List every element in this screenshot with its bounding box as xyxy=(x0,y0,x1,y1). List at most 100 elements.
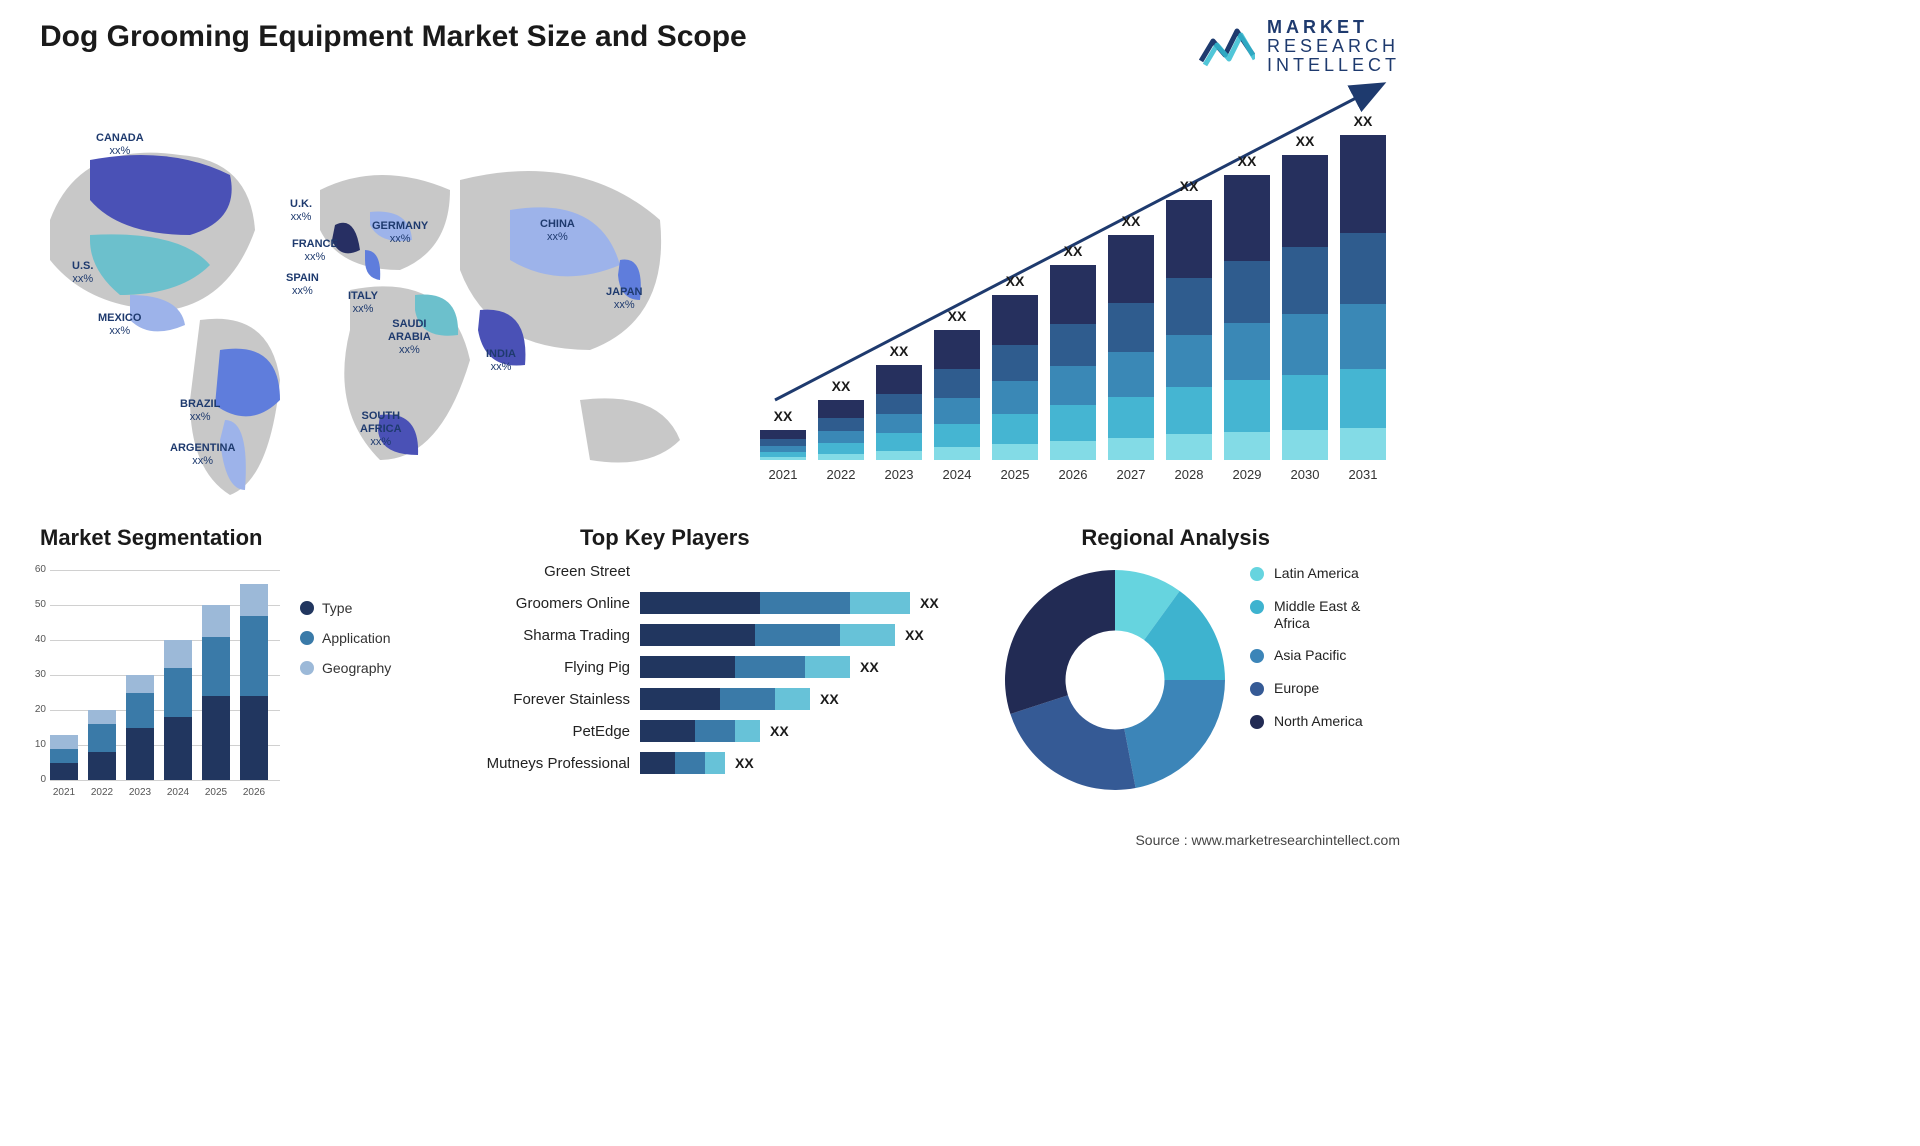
growth-value-marker: XX xyxy=(934,308,980,324)
seg-legend-item: Geography xyxy=(300,660,391,676)
segmentation-title: Market Segmentation xyxy=(40,525,263,551)
player-value: XX xyxy=(860,659,879,675)
player-row: Mutneys ProfessionalXX xyxy=(470,747,980,779)
map-label-u-s-: U.S.xx% xyxy=(72,260,93,286)
regional-title: Regional Analysis xyxy=(1081,525,1270,551)
map-label-india: INDIAxx% xyxy=(486,348,516,374)
growth-xlabel: 2024 xyxy=(934,467,980,482)
growth-value-marker: XX xyxy=(1340,113,1386,129)
player-bar xyxy=(640,752,725,774)
seg-ylabel: 50 xyxy=(26,599,46,610)
growth-value-marker: XX xyxy=(1282,133,1328,149)
brand-text: MARKET RESEARCH INTELLECT xyxy=(1267,18,1400,75)
player-bar xyxy=(640,688,810,710)
map-label-canada: CANADAxx% xyxy=(96,132,144,158)
seg-bar-2026 xyxy=(240,584,268,780)
seg-bar-2022 xyxy=(88,710,116,780)
regional-donut-chart: Latin America Middle East &Africa Asia Pac… xyxy=(1000,555,1400,815)
player-value: XX xyxy=(905,627,924,643)
growth-xlabel: 2030 xyxy=(1282,467,1328,482)
map-label-mexico: MEXICOxx% xyxy=(98,312,141,338)
growth-bar-2030 xyxy=(1282,155,1328,460)
growth-bar-2029 xyxy=(1224,175,1270,460)
seg-bar-2023 xyxy=(126,675,154,780)
growth-xlabel: 2025 xyxy=(992,467,1038,482)
seg-xlabel: 2022 xyxy=(88,787,116,798)
seg-ylabel: 40 xyxy=(26,634,46,645)
regional-legend-item: Latin America xyxy=(1250,565,1400,582)
map-label-south-africa: SOUTHAFRICAxx% xyxy=(360,410,402,450)
growth-bar-chart: 2021XX2022XX2023XX2024XX2025XX2026XX2027… xyxy=(760,110,1400,480)
regional-legend: Latin America Middle East &Africa Asia Pac… xyxy=(1250,565,1400,746)
growth-value-marker: XX xyxy=(760,408,806,424)
growth-xlabel: 2027 xyxy=(1108,467,1154,482)
regional-legend-item: Europe xyxy=(1250,680,1400,697)
growth-bar-2021 xyxy=(760,430,806,460)
growth-xlabel: 2031 xyxy=(1340,467,1386,482)
regional-legend-item: North America xyxy=(1250,713,1400,730)
map-label-italy: ITALYxx% xyxy=(348,290,378,316)
growth-value-marker: XX xyxy=(1050,243,1096,259)
seg-ylabel: 20 xyxy=(26,704,46,715)
player-row: Forever StainlessXX xyxy=(470,683,980,715)
growth-bar-2027 xyxy=(1108,235,1154,460)
segmentation-legend: TypeApplicationGeography xyxy=(300,600,391,690)
map-label-brazil: BRAZILxx% xyxy=(180,398,220,424)
map-label-saudi-arabia: SAUDIARABIAxx% xyxy=(388,318,431,358)
seg-xlabel: 2023 xyxy=(126,787,154,798)
player-name: Flying Pig xyxy=(470,659,640,676)
growth-xlabel: 2029 xyxy=(1224,467,1270,482)
map-label-japan: JAPANxx% xyxy=(606,286,642,312)
growth-value-marker: XX xyxy=(1166,178,1212,194)
brand-logo-icon xyxy=(1199,25,1255,67)
map-label-france: FRANCExx% xyxy=(292,238,338,264)
seg-bar-2024 xyxy=(164,640,192,780)
growth-bar-2026 xyxy=(1050,265,1096,460)
seg-xlabel: 2025 xyxy=(202,787,230,798)
growth-value-marker: XX xyxy=(1108,213,1154,229)
regional-legend-item: Asia Pacific xyxy=(1250,647,1400,664)
growth-bar-2031 xyxy=(1340,135,1386,460)
seg-ylabel: 10 xyxy=(26,739,46,750)
player-bar xyxy=(640,624,895,646)
seg-ylabel: 0 xyxy=(26,774,46,785)
source-line: Source : www.marketresearchintellect.com xyxy=(1135,832,1400,848)
growth-bar-2028 xyxy=(1166,200,1212,460)
growth-xlabel: 2023 xyxy=(876,467,922,482)
seg-ylabel: 60 xyxy=(26,564,46,575)
player-name: Sharma Trading xyxy=(470,627,640,644)
growth-bar-2022 xyxy=(818,400,864,460)
seg-xlabel: 2024 xyxy=(164,787,192,798)
player-row: Flying Pig XX xyxy=(470,651,980,683)
seg-xlabel: 2021 xyxy=(50,787,78,798)
player-row: PetEdge XX xyxy=(470,715,980,747)
player-name: Mutneys Professional xyxy=(470,755,640,772)
regional-legend-item: Middle East &Africa xyxy=(1250,598,1400,632)
player-row: Groomers Online XX xyxy=(470,587,980,619)
growth-xlabel: 2026 xyxy=(1050,467,1096,482)
players-title: Top Key Players xyxy=(580,525,750,551)
player-name: PetEdge xyxy=(470,723,640,740)
seg-ylabel: 30 xyxy=(26,669,46,680)
player-value: XX xyxy=(770,723,789,739)
map-label-argentina: ARGENTINAxx% xyxy=(170,442,235,468)
player-bar xyxy=(640,720,760,742)
growth-value-marker: XX xyxy=(818,378,864,394)
growth-xlabel: 2022 xyxy=(818,467,864,482)
seg-legend-item: Type xyxy=(300,600,391,616)
seg-bar-2021 xyxy=(50,735,78,781)
growth-bar-2023 xyxy=(876,365,922,460)
seg-bar-2025 xyxy=(202,605,230,780)
growth-value-marker: XX xyxy=(992,273,1038,289)
growth-bar-2025 xyxy=(992,295,1038,460)
map-label-u-k-: U.K.xx% xyxy=(290,198,312,224)
player-value: XX xyxy=(920,595,939,611)
growth-xlabel: 2028 xyxy=(1166,467,1212,482)
world-map: CANADAxx% U.S.xx% MEXICOxx% BRAZILxx% ARGENT… xyxy=(20,100,720,500)
map-label-spain: SPAINxx% xyxy=(286,272,319,298)
player-row: Green Street xyxy=(470,555,980,587)
growth-bar-2024 xyxy=(934,330,980,460)
player-bar xyxy=(640,656,850,678)
player-name: Groomers Online xyxy=(470,595,640,612)
page-title: Dog Grooming Equipment Market Size and S… xyxy=(40,20,747,54)
